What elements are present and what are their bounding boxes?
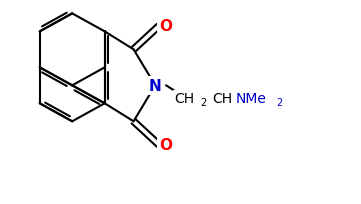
Text: O: O (159, 137, 172, 152)
Text: N: N (149, 78, 162, 93)
Text: CH: CH (212, 91, 232, 105)
Text: 2: 2 (277, 98, 283, 108)
Text: CH: CH (174, 91, 194, 105)
Text: 2: 2 (200, 98, 206, 108)
Text: O: O (159, 19, 172, 34)
Text: NMe: NMe (235, 91, 266, 105)
Text: 2: 2 (238, 98, 244, 108)
